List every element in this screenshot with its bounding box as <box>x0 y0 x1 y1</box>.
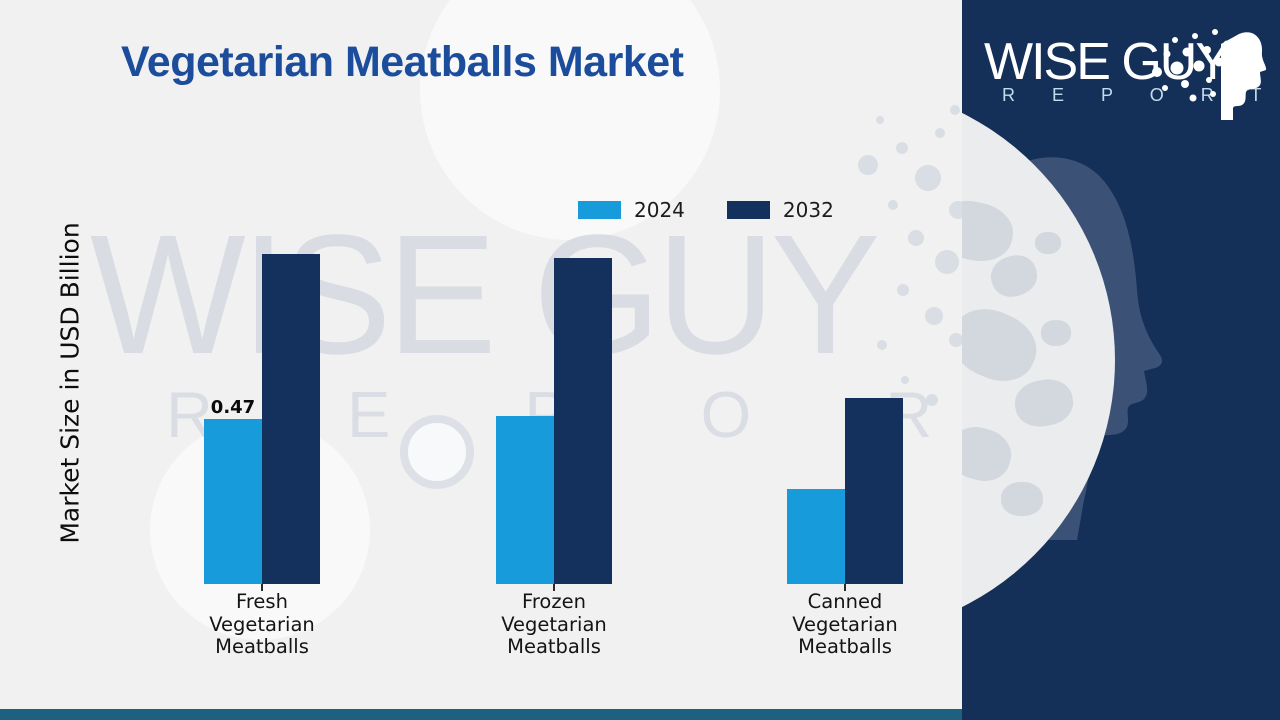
watermark-wordmark: WISE GUY <box>90 200 881 390</box>
x-axis-tick <box>553 584 555 591</box>
bar-2032-2 <box>845 398 903 584</box>
watermark-dot <box>896 142 908 154</box>
category-label-line: Canned <box>807 590 883 613</box>
watermark-dot <box>950 105 960 115</box>
y-axis-label: Market Size in USD Billion <box>55 222 85 544</box>
page-title: Vegetarian Meatballs Market <box>121 38 684 86</box>
watermark-dot <box>926 394 938 406</box>
category-label-line: Meatballs <box>507 635 601 658</box>
bar-2024-1 <box>496 416 554 584</box>
category-label-line: Fresh <box>236 590 288 613</box>
x-axis-tick <box>261 584 263 591</box>
bar-value-label: 0.47 <box>210 397 256 418</box>
brand-logo-face-icon <box>1152 29 1267 120</box>
category-label: Frozen Vegetarian Meatballs <box>434 590 674 659</box>
brand-logo-wordmark: WISE GUY <box>984 33 1230 91</box>
watermark-dot <box>901 376 909 384</box>
legend-item-2032: 2032 <box>726 198 834 222</box>
bar-2032-1 <box>554 258 612 584</box>
watermark-dot <box>888 200 898 210</box>
legend-swatch-2032 <box>726 201 770 219</box>
bar-2024-0 <box>204 419 262 584</box>
category-label-line: Meatballs <box>798 635 892 658</box>
chart-legend: 2024 2032 <box>578 198 834 222</box>
bottom-accent-bar <box>0 709 1280 720</box>
category-label-line: Meatballs <box>215 635 309 658</box>
legend-label-2024: 2024 <box>634 198 685 222</box>
category-label-line: Vegetarian <box>501 612 607 636</box>
category-label-line: Vegetarian <box>792 612 898 636</box>
brand-logo-subtext: R E P O R T S <box>1002 85 1280 105</box>
x-axis-tick <box>844 584 846 591</box>
category-label: Fresh Vegetarian Meatballs <box>142 590 382 659</box>
watermark-dot <box>935 250 959 274</box>
category-label-line: Vegetarian <box>209 612 315 636</box>
legend-label-2032: 2032 <box>782 198 834 222</box>
watermark-dot <box>897 284 909 296</box>
watermark-ring-decoration <box>400 415 474 489</box>
bar-2032-0 <box>262 254 320 584</box>
watermark-dot <box>877 340 887 350</box>
bar-2024-2 <box>787 489 845 584</box>
legend-swatch-2024 <box>578 201 621 219</box>
category-label-line: Frozen <box>522 590 586 613</box>
watermark-dot <box>858 155 878 175</box>
category-label: Canned Vegetarian Meatballs <box>725 590 965 659</box>
watermark-dot <box>876 116 884 124</box>
legend-item-2024: 2024 <box>578 198 685 222</box>
watermark-dot <box>915 165 941 191</box>
background-highlight-circle <box>420 0 720 240</box>
watermark-dot <box>949 333 963 347</box>
watermark-dot <box>935 128 945 138</box>
watermark-dot <box>908 230 924 246</box>
watermark-dot <box>925 307 943 325</box>
brand-panel: WISE GUY R E P O R T S <box>962 0 1280 720</box>
